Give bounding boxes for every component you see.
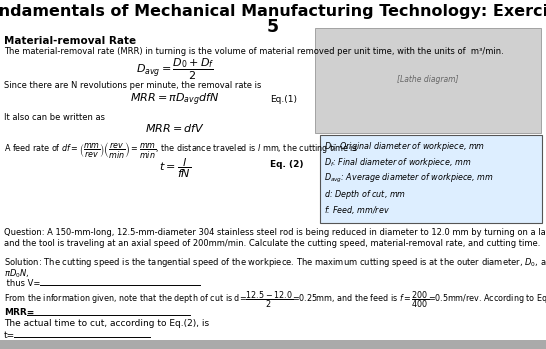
Text: The material-removal rate (MRR) in turning is the volume of material removed per: The material-removal rate (MRR) in turni… (4, 47, 504, 56)
Text: [Lathe diagram]: [Lathe diagram] (397, 75, 459, 84)
Text: Since there are N revolutions per minute, the removal rate is: Since there are N revolutions per minute… (4, 81, 262, 90)
Text: Material-removal Rate: Material-removal Rate (4, 36, 136, 46)
Bar (320, 135, 542, 223)
Text: From the information given, note that the depth of cut is d=$\dfrac{12.5-12.0}{2: From the information given, note that th… (4, 289, 546, 310)
Text: $D_f$: Final diameter of workpiece, mm: $D_f$: Final diameter of workpiece, mm (324, 156, 471, 169)
Text: Eq.(1): Eq.(1) (270, 95, 297, 104)
Text: It also can be written as: It also can be written as (4, 113, 105, 122)
Text: and the tool is traveling at an axial speed of 200mm/min. Calculate the cutting : and the tool is traveling at an axial sp… (4, 239, 541, 248)
Bar (0, 340, 546, 349)
Bar (315, 28, 541, 133)
Text: Fundamentals of Mechanical Manufacturing Technology: Exercise: Fundamentals of Mechanical Manufacturing… (0, 4, 546, 19)
Text: $f$: Feed, mm/rev: $f$: Feed, mm/rev (324, 204, 390, 216)
Text: $D_0$: Original diameter of workpiece, mm: $D_0$: Original diameter of workpiece, m… (324, 140, 485, 153)
Text: A feed rate of $df = \left(\dfrac{mm}{rev}\right)\left(\dfrac{rev}{min}\right) =: A feed rate of $df = \left(\dfrac{mm}{re… (4, 140, 358, 160)
Text: thus V=: thus V= (4, 279, 40, 288)
Text: $MRR = \pi D_{avg} d f N$: $MRR = \pi D_{avg} d f N$ (130, 92, 220, 109)
Text: Question: A 150-mm-long, 12.5-mm-diameter 304 stainless steel rod is being reduc: Question: A 150-mm-long, 12.5-mm-diamete… (4, 228, 546, 237)
Text: MRR=: MRR= (4, 308, 34, 317)
Text: Solution: The cutting speed is the tangential speed of the workpiece. The maximu: Solution: The cutting speed is the tange… (4, 256, 546, 269)
Text: $D_{avg}$: Average diameter of workpiece, mm: $D_{avg}$: Average diameter of workpiece… (324, 172, 494, 185)
Text: $D_{avg} = \dfrac{D_0 + D_f}{2}$: $D_{avg} = \dfrac{D_0 + D_f}{2}$ (136, 57, 214, 82)
Text: 5: 5 (267, 18, 279, 36)
Text: $\pi D_0 N$,: $\pi D_0 N$, (4, 267, 29, 280)
Text: Eq. (2): Eq. (2) (270, 160, 304, 169)
Text: $t= \dfrac{l}{fN}$: $t= \dfrac{l}{fN}$ (159, 157, 191, 180)
Text: t=: t= (4, 331, 15, 340)
Text: $MRR = dfV$: $MRR = dfV$ (145, 122, 205, 134)
Text: The actual time to cut, according to Eq.(2), is: The actual time to cut, according to Eq.… (4, 319, 209, 328)
Text: $d$: Depth of cut, mm: $d$: Depth of cut, mm (324, 188, 406, 201)
